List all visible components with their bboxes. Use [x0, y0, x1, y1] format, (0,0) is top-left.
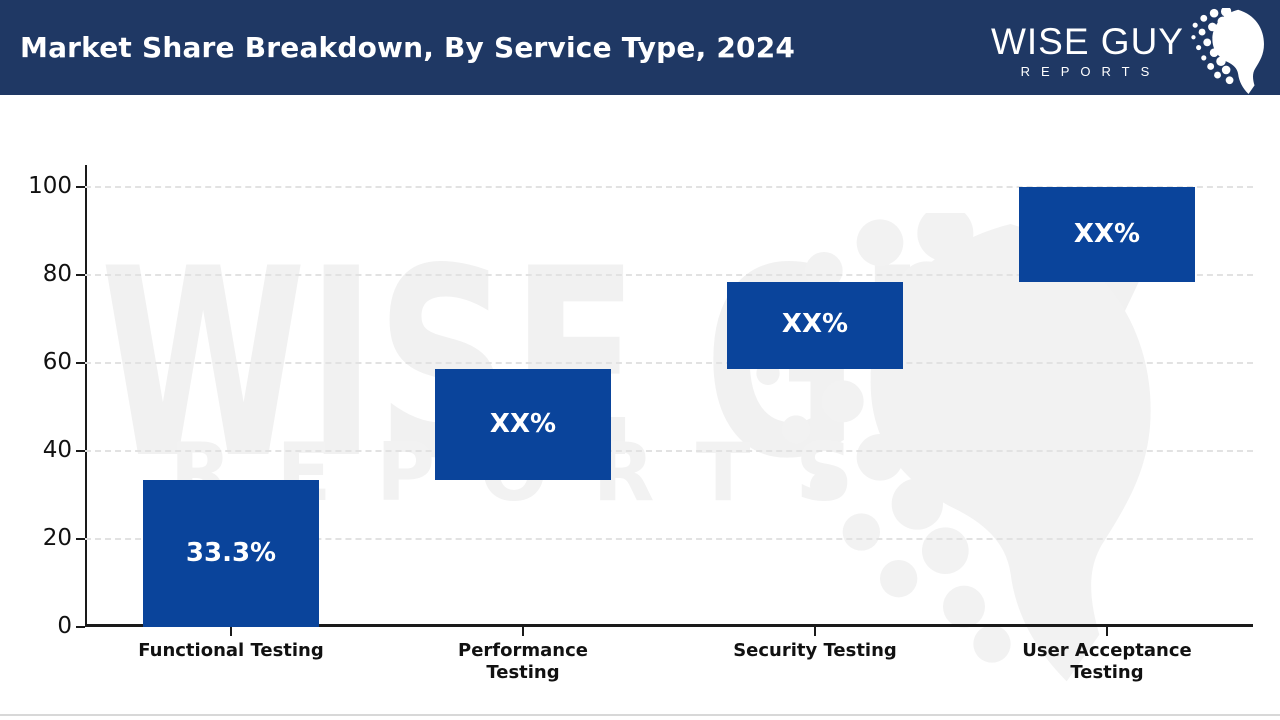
- x-axis-tick-mark: [230, 627, 232, 636]
- footer-divider: [0, 714, 1280, 716]
- y-axis-tick-mark: [76, 538, 85, 540]
- x-axis-category-label: Performance Testing: [458, 640, 588, 683]
- x-axis-tick-mark: [1106, 627, 1108, 636]
- brand-logo-text: WISE GUY REPORTS: [991, 23, 1184, 79]
- y-axis-tick-mark: [76, 450, 85, 452]
- chart-area: WISE GUY REPORTS 02040608010033.3%XX%XX%…: [0, 95, 1280, 720]
- y-gridline: [85, 186, 1253, 188]
- bar-segment: [1019, 187, 1195, 283]
- y-axis-tick-mark: [76, 362, 85, 364]
- plot-frame: [85, 165, 1253, 627]
- header-bar: Market Share Breakdown, By Service Type,…: [0, 0, 1280, 95]
- y-gridline: [85, 274, 1253, 276]
- y-gridline: [85, 450, 1253, 452]
- y-axis-tick-label: 20: [42, 525, 72, 551]
- y-axis-tick-mark: [76, 274, 85, 276]
- brand-logo: WISE GUY REPORTS: [991, 8, 1266, 94]
- y-gridline: [85, 362, 1253, 364]
- x-axis-category-label: Functional Testing: [138, 640, 324, 661]
- y-axis-tick-label: 80: [42, 261, 72, 287]
- x-axis-tick-mark: [522, 627, 524, 636]
- y-axis-tick-label: 60: [42, 349, 72, 375]
- brand-subname: REPORTS: [1020, 64, 1161, 79]
- bar-value-label: XX%: [489, 408, 557, 439]
- bar-value-label: 33.3%: [185, 537, 277, 568]
- y-axis-tick-mark: [76, 626, 85, 628]
- chart-title: Market Share Breakdown, By Service Type,…: [20, 31, 796, 64]
- bar-segment: [435, 368, 611, 481]
- y-axis-tick-label: 40: [42, 437, 72, 463]
- brand-name: WISE GUY: [990, 21, 1184, 62]
- x-axis-tick-mark: [814, 627, 816, 636]
- bar-segment: [727, 282, 903, 369]
- bar-value-label: XX%: [1073, 218, 1141, 249]
- y-axis-tick-label: 0: [57, 613, 72, 639]
- y-gridline: [85, 538, 1253, 540]
- x-axis-category-label: Security Testing: [733, 640, 897, 661]
- x-axis-category-label: User Acceptance Testing: [1022, 640, 1192, 683]
- y-axis-tick-mark: [76, 186, 85, 188]
- bar-segment: [143, 480, 319, 627]
- y-axis-tick-label: 100: [28, 173, 72, 199]
- wiseguy-head-icon: [1191, 8, 1264, 94]
- bar-value-label: XX%: [781, 309, 849, 340]
